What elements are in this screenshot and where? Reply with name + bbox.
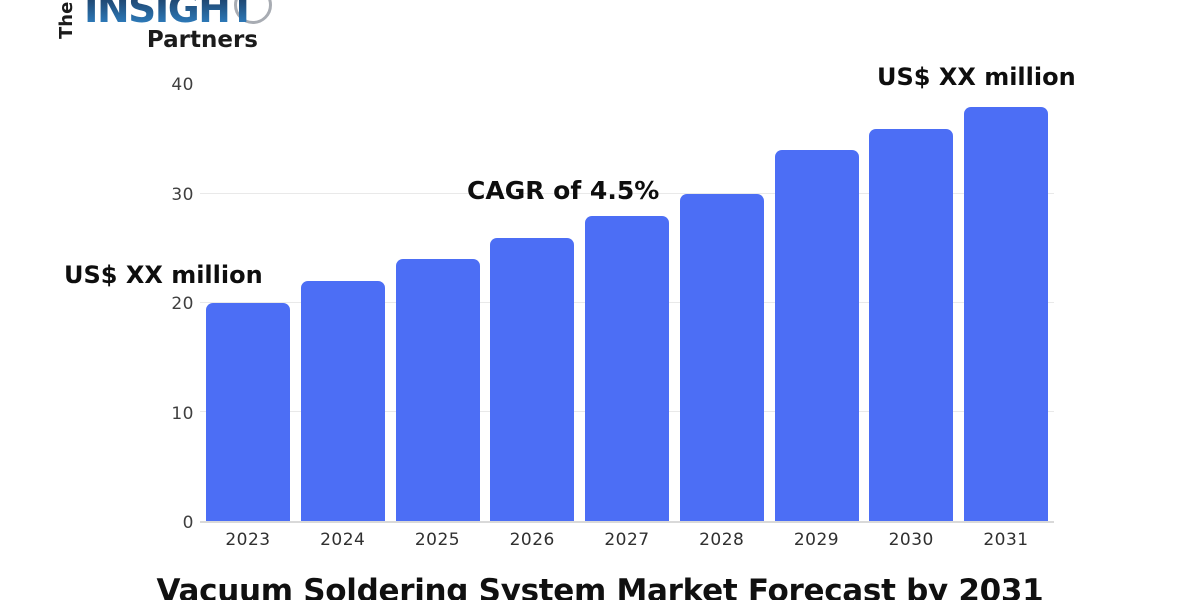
x-tick-label-2031: 2031: [983, 530, 1029, 550]
bar-column-2026: 2026: [490, 85, 575, 550]
x-tick-label-2023: 2023: [225, 530, 271, 550]
bar-column-2030: 2030: [869, 85, 954, 550]
x-tick-label-2029: 2029: [793, 530, 840, 550]
bar-2030: [869, 128, 954, 521]
bar-column-2029: 2029: [774, 85, 859, 550]
bar-2031: [964, 106, 1048, 521]
start-value-annotation: US$ XX million: [64, 261, 263, 289]
bar-2026: [490, 237, 575, 521]
bar-series: 2023 2024 2025 2026 2027 2028 2029 2030 2031: [200, 85, 1054, 550]
cagr-annotation: CAGR of 4.5%: [467, 176, 660, 205]
x-tick-label-2026: 2026: [509, 530, 555, 550]
x-tick-label-2025: 2025: [414, 530, 461, 550]
gridline-30: [200, 192, 1054, 194]
x-tick-label-2028: 2028: [699, 530, 745, 550]
x-tick-label-2024: 2024: [320, 530, 366, 550]
y-tick-label-10: 10: [171, 403, 194, 424]
brand-logo: The INSIGHT Partners: [0, 0, 290, 62]
bar-column-2028: 2028: [679, 85, 764, 550]
bar-2025: [395, 259, 480, 521]
bar-column-2027: 2027: [585, 85, 669, 550]
bar-column-2024: 2024: [300, 85, 385, 550]
bar-column-2031: 2031: [964, 85, 1048, 550]
y-tick-label-0: 0: [182, 513, 194, 533]
bar-column-2023: 2023: [206, 85, 290, 550]
logo-the-text: The: [56, 1, 77, 39]
y-tick-label-30: 30: [171, 184, 194, 205]
bar-2024: [300, 281, 385, 521]
bar-column-2025: 2025: [395, 85, 480, 550]
bar-2027: [585, 215, 669, 521]
end-value-annotation: US$ XX million: [877, 63, 1076, 91]
y-axis: 0 10 20 30 40: [148, 75, 198, 533]
x-tick-label-2030: 2030: [888, 530, 934, 550]
magnifier-icon: [234, 0, 272, 24]
y-tick-label-40: 40: [171, 75, 194, 95]
x-tick-label-2027: 2027: [604, 530, 650, 550]
logo-partners-text: Partners: [146, 27, 258, 53]
bar-2028: [679, 194, 764, 521]
logo-insight-text: INSIGHT: [84, 0, 256, 32]
y-tick-label-20: 20: [171, 294, 194, 314]
plot-area: 2023 2024 2025 2026 2027 2028 2029 2030 2031: [200, 85, 1054, 550]
chart-title: Vacuum Soldering System Market Forecast …: [156, 573, 1044, 600]
bar-2029: [774, 150, 859, 521]
bar-2023: [206, 303, 290, 521]
